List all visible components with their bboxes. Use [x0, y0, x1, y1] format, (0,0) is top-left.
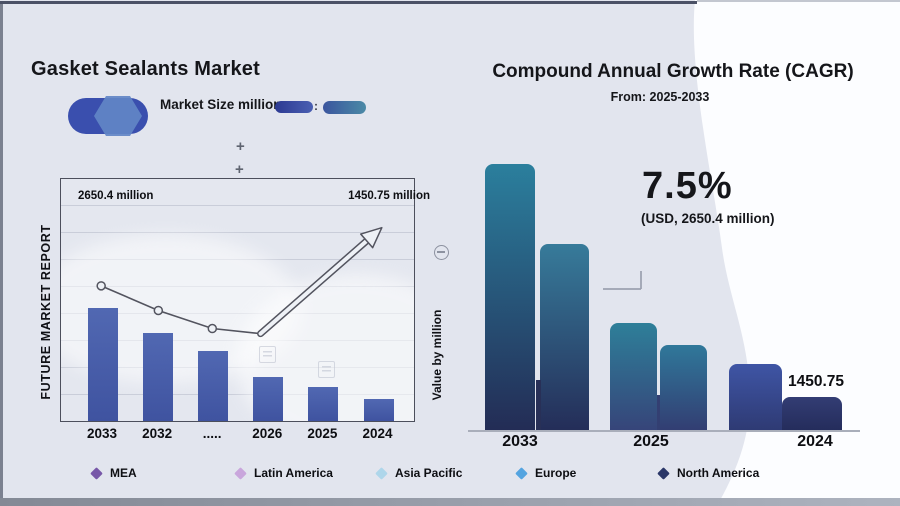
left-xaxis-label: 2025 — [307, 426, 338, 441]
legend-item: MEA — [90, 466, 137, 480]
legend: MEA Latin America Asia Pacific Europe North … — [0, 466, 900, 484]
bar-gap-filler — [657, 395, 660, 431]
bottom-edge-strip — [0, 498, 900, 506]
right-bar — [729, 363, 782, 431]
top-edge-line-right — [697, 0, 900, 2]
white-wedge-shape — [693, 0, 900, 506]
bar-gap-filler — [536, 380, 541, 431]
diamond-bullet-icon — [515, 466, 528, 480]
legend-item: North America — [657, 466, 760, 480]
diamond-bullet-icon — [657, 466, 670, 480]
legend-label: Europe — [535, 466, 577, 480]
legend-label: Asia Pacific — [395, 466, 463, 480]
right-bars-layer — [470, 164, 862, 431]
left-xaxis-label: ..... — [202, 426, 222, 441]
legend-item: Asia Pacific — [375, 466, 463, 480]
legend-item: Latin America — [234, 466, 333, 480]
scale-pill-left — [275, 101, 313, 113]
left-chart-annotation-end: 1450.75 million — [348, 190, 430, 202]
left-bar — [363, 398, 394, 421]
market-size-icon — [68, 96, 148, 136]
cagr-note: (USD, 2650.4 million) — [641, 211, 775, 226]
right-bar — [782, 397, 842, 431]
diamond-bullet-icon — [375, 466, 388, 480]
left-xaxis-label: 2032 — [142, 426, 173, 441]
cagr-value: 7.5% — [642, 165, 733, 207]
right-xaxis-label: 2025 — [633, 433, 669, 450]
left-bar — [143, 333, 174, 421]
left-edge-line — [0, 4, 3, 498]
top-edge-line — [0, 1, 697, 4]
left-xaxis-label: 2024 — [362, 426, 393, 441]
value-axis-label: Value by million — [430, 309, 444, 401]
circle-minus-icon — [434, 245, 449, 260]
cagr-subtitle: From: 2025-2033 — [610, 90, 710, 104]
scale-pill-right — [323, 101, 366, 114]
table-watermark-icon — [318, 361, 335, 378]
left-chart-annotation-start: 2650.4 million — [78, 190, 154, 202]
right-bar — [540, 244, 589, 431]
left-bar — [198, 351, 229, 421]
bar-value-annotation: 1450.75 — [788, 373, 845, 390]
diamond-bullet-icon — [90, 466, 103, 480]
legend-label: Latin America — [254, 466, 333, 480]
legend-item: Europe — [515, 466, 577, 480]
left-bar — [308, 386, 339, 421]
cagr-title: Compound Annual Growth Rate (CAGR) — [492, 61, 854, 82]
right-xaxis-label: 2033 — [502, 433, 538, 450]
left-xaxis-label: 2033 — [86, 426, 118, 441]
diamond-bullet-icon — [234, 466, 247, 480]
plus-mark-1: + — [236, 138, 245, 155]
page-title: Gasket Sealants Market — [31, 58, 260, 80]
market-size-chart-frame — [60, 178, 415, 422]
right-bar — [660, 345, 707, 431]
legend-label: North America — [677, 466, 760, 480]
right-bar — [485, 164, 535, 431]
left-xaxis-label: 2026 — [252, 426, 283, 441]
right-chart-baseline — [468, 430, 860, 432]
brand-side-label: FUTURE MARKET REPORT — [39, 224, 53, 400]
right-xaxis: 2033 2025 2024 — [470, 433, 862, 453]
left-bars-layer — [61, 179, 414, 421]
left-bar — [88, 308, 118, 421]
step-line-decoration — [603, 288, 641, 290]
left-bar — [253, 377, 284, 421]
table-watermark-icon — [259, 346, 276, 363]
step-line-decoration — [640, 271, 642, 289]
right-bar — [610, 323, 657, 431]
legend-label: MEA — [110, 466, 137, 480]
plus-mark-2: + — [235, 161, 244, 178]
market-size-label: Market Size million — [160, 97, 282, 112]
right-xaxis-label: 2024 — [797, 433, 833, 450]
left-xaxis: 2033 2032..... 2026 2025 2024 — [60, 426, 415, 444]
scale-pill-separator: : — [314, 99, 318, 113]
